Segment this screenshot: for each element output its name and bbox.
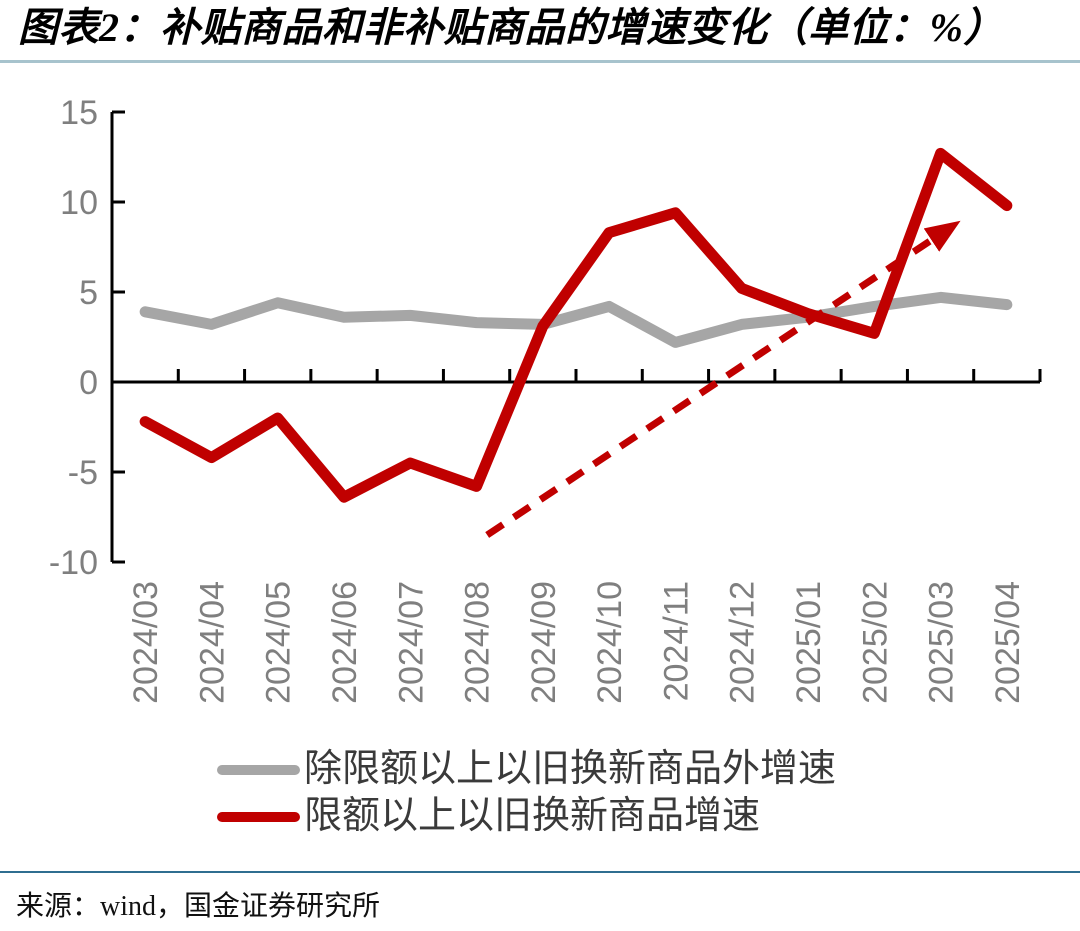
source-note: 来源：wind，国金证券研究所 bbox=[16, 891, 381, 922]
red-line-swatch-icon bbox=[217, 811, 300, 822]
chart-series bbox=[139, 147, 1013, 538]
series-line-non-subsidized bbox=[139, 291, 1013, 348]
x-axis-tick-label: 2024/12 bbox=[724, 581, 762, 704]
x-axis-tick-label: 2024/09 bbox=[525, 581, 563, 704]
x-axis-tick-label: 2024/10 bbox=[591, 581, 629, 704]
chart-legend: 除限额以上以旧换新商品外增速 限额以上以旧换新商品增速 bbox=[217, 746, 836, 840]
title-divider bbox=[0, 60, 1080, 63]
x-axis-tick-label: 2024/05 bbox=[260, 581, 298, 704]
line-chart: 15 10 5 0 -5 -10 2024/03 2024/04 2024/05 2024/06 2… bbox=[49, 94, 1042, 704]
x-axis-tick-label: 2024/08 bbox=[459, 581, 497, 704]
series-line-subsidized bbox=[139, 147, 1013, 503]
footer-divider bbox=[0, 871, 1080, 873]
chart-axes bbox=[110, 110, 1042, 564]
x-axis-tick-label: 2025/04 bbox=[989, 581, 1027, 704]
y-axis-tick-label: -10 bbox=[49, 544, 98, 582]
x-axis-tick-label: 2024/07 bbox=[392, 581, 430, 704]
legend-label: 除限额以上以旧换新商品外增速 bbox=[304, 748, 837, 790]
gray-line-swatch-icon bbox=[217, 764, 300, 775]
x-axis-tick-label: 2024/11 bbox=[657, 581, 695, 701]
trend-arrow bbox=[485, 220, 961, 538]
legend-item-subsidized: 限额以上以旧换新商品增速 bbox=[217, 793, 836, 840]
x-axis-tick-label: 2025/03 bbox=[923, 581, 961, 704]
x-axis-tick-label: 2024/04 bbox=[193, 581, 231, 704]
y-axis-tick-label: -5 bbox=[68, 454, 98, 492]
x-axis-tick-label: 2025/01 bbox=[790, 581, 828, 704]
y-axis-tick-label: 15 bbox=[60, 94, 98, 132]
chart-labels: 15 10 5 0 -5 -10 2024/03 2024/04 2024/05 2024/06 2… bbox=[49, 94, 1027, 704]
x-axis-tick-label: 2024/06 bbox=[326, 581, 364, 704]
legend-label: 限额以上以旧换新商品增速 bbox=[304, 795, 761, 837]
y-axis-tick-label: 10 bbox=[60, 184, 98, 222]
x-axis-tick-label: 2024/03 bbox=[127, 581, 165, 704]
x-axis-tick-label: 2025/02 bbox=[856, 581, 894, 704]
legend-item-non-subsidized: 除限额以上以旧换新商品外增速 bbox=[217, 746, 836, 793]
y-axis-tick-label: 5 bbox=[79, 274, 98, 312]
chart-title: 图表2：补贴商品和非补贴商品的增速变化（单位：%） bbox=[18, 5, 1004, 50]
y-axis-tick-label: 0 bbox=[79, 364, 98, 402]
